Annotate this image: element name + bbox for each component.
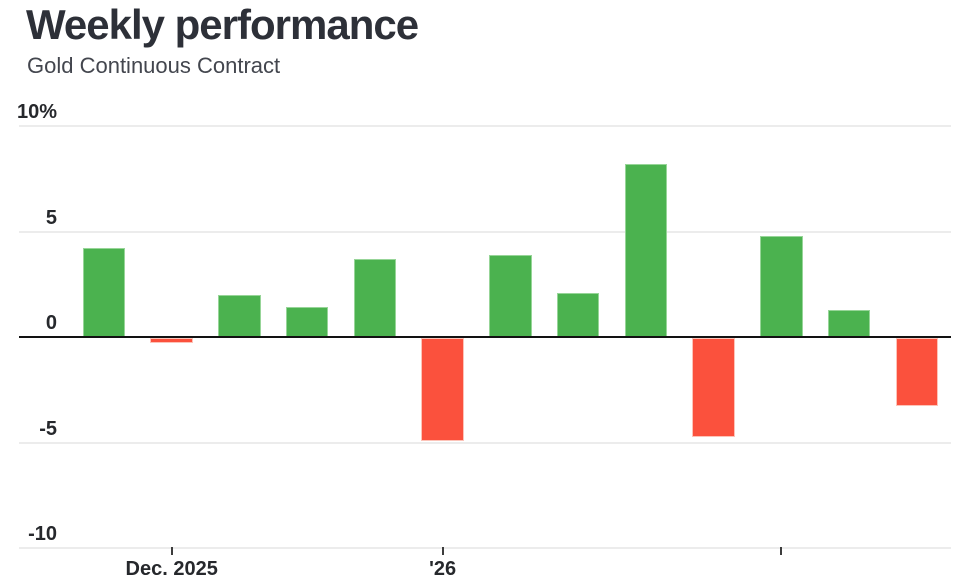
bar-positive[interactable]: [353, 258, 397, 337]
x-axis-tick-label: '26: [429, 558, 457, 580]
bar-positive[interactable]: [556, 292, 600, 337]
bar-positive[interactable]: [489, 254, 532, 337]
gridline: [19, 230, 951, 233]
y-axis-tick-label: -10: [28, 523, 57, 545]
bar-positive[interactable]: [285, 307, 329, 337]
bar-negative[interactable]: [895, 338, 939, 406]
zero-baseline: [19, 336, 951, 338]
gridline: [19, 547, 951, 549]
bar-positive[interactable]: [82, 248, 126, 337]
bar-positive[interactable]: [827, 309, 871, 337]
y-axis-tick-label: 0: [45, 312, 57, 334]
bar-positive[interactable]: [624, 163, 668, 337]
bar-negative[interactable]: [692, 338, 735, 438]
x-axis-tick: [780, 547, 783, 555]
gridline: [19, 441, 951, 444]
bar-positive[interactable]: [760, 235, 803, 337]
y-axis-tick-label: 5: [45, 206, 57, 229]
gridline: [19, 125, 951, 127]
chart-subtitle: Gold Continuous Contract: [27, 53, 281, 78]
x-axis-tick: [170, 547, 173, 555]
bar-positive[interactable]: [218, 294, 261, 337]
y-axis-tick-label: 10%: [16, 101, 57, 123]
chart-title: Weekly performance: [26, 1, 419, 48]
bar-negative[interactable]: [421, 338, 464, 442]
bar-negative[interactable]: [150, 338, 193, 344]
x-axis-tick-label: Dec. 2025: [125, 558, 218, 580]
x-axis-tick: [441, 547, 444, 555]
y-axis-tick-label: -5: [39, 417, 57, 440]
